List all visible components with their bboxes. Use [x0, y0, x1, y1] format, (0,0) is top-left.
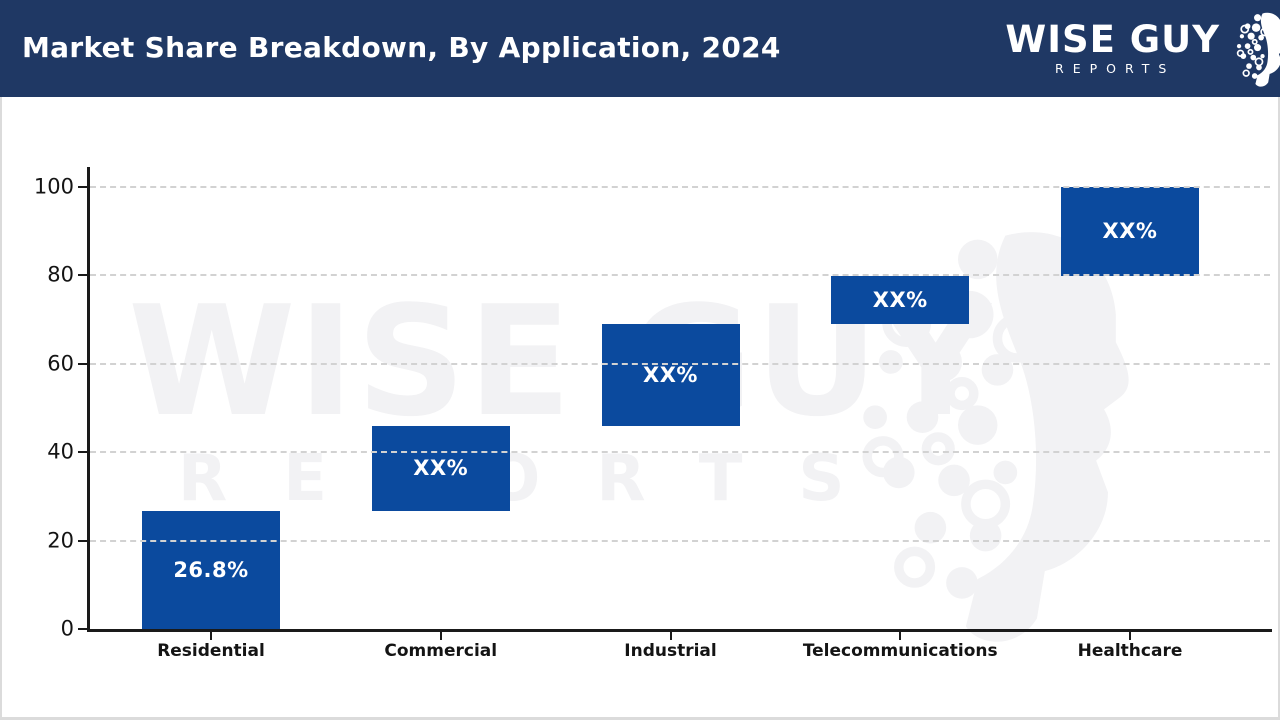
gridline-40: [90, 451, 1270, 454]
bar-value-label: XX%: [413, 456, 469, 481]
x-tick-mark: [439, 632, 442, 640]
x-category-label: Telecommunications: [802, 641, 998, 661]
bar-value-label: XX%: [872, 287, 928, 312]
bar-healthcare: XX%: [1061, 187, 1199, 276]
y-tick-label: 80: [47, 262, 74, 287]
bar-value-label: XX%: [643, 363, 698, 388]
brand-logo-text: WISE GUY REPORTS: [1005, 18, 1220, 76]
x-category-label: Healthcare: [1077, 641, 1183, 661]
y-axis-line: [87, 167, 90, 632]
y-tick-label: 20: [47, 528, 74, 553]
x-tick-mark: [1129, 632, 1131, 640]
bar-value-label: XX%: [1102, 219, 1158, 244]
x-tick-mark: [669, 632, 672, 640]
y-tick-mark: [78, 451, 87, 454]
gridline-20: [90, 539, 1270, 542]
brand-logo: WISE GUY REPORTS: [1005, 7, 1280, 91]
y-tick-label: 0: [60, 616, 74, 641]
x-tick-mark: [899, 632, 902, 640]
brand-subtitle: REPORTS: [1055, 60, 1176, 76]
y-tick-mark: [78, 628, 87, 630]
x-axis-line: [87, 629, 1272, 632]
y-tick-mark: [78, 186, 87, 188]
x-category-label: Industrial: [624, 641, 717, 661]
bar-value-label: 26.8%: [173, 557, 249, 582]
y-tick-mark: [78, 539, 87, 542]
bar-telecommunications: XX%: [831, 275, 970, 324]
y-tick-mark: [78, 274, 87, 277]
x-tick-mark: [210, 632, 212, 640]
y-tick-label: 100: [33, 174, 74, 199]
watermark-subtitle-text: REPORTS: [178, 442, 901, 516]
dotted-face-profile-icon: [1236, 12, 1280, 87]
gridline-80: [90, 274, 1270, 277]
bar-commercial: XX%: [371, 426, 510, 511]
x-category-label: Residential: [157, 641, 265, 661]
gridline-100: [90, 186, 1270, 188]
page-title: Market Share Breakdown, By Application, …: [22, 31, 781, 64]
y-tick-label: 60: [47, 351, 74, 376]
header-bar: Market Share Breakdown, By Application, …: [0, 0, 1280, 97]
bar-industrial: XX%: [601, 324, 740, 427]
gridline-60: [90, 362, 1270, 365]
y-tick-mark: [78, 362, 87, 365]
brand-name: WISE GUY: [1005, 18, 1220, 62]
x-category-label: Commercial: [384, 641, 498, 661]
y-tick-label: 40: [47, 439, 74, 464]
bar-residential: 26.8%: [142, 510, 280, 629]
